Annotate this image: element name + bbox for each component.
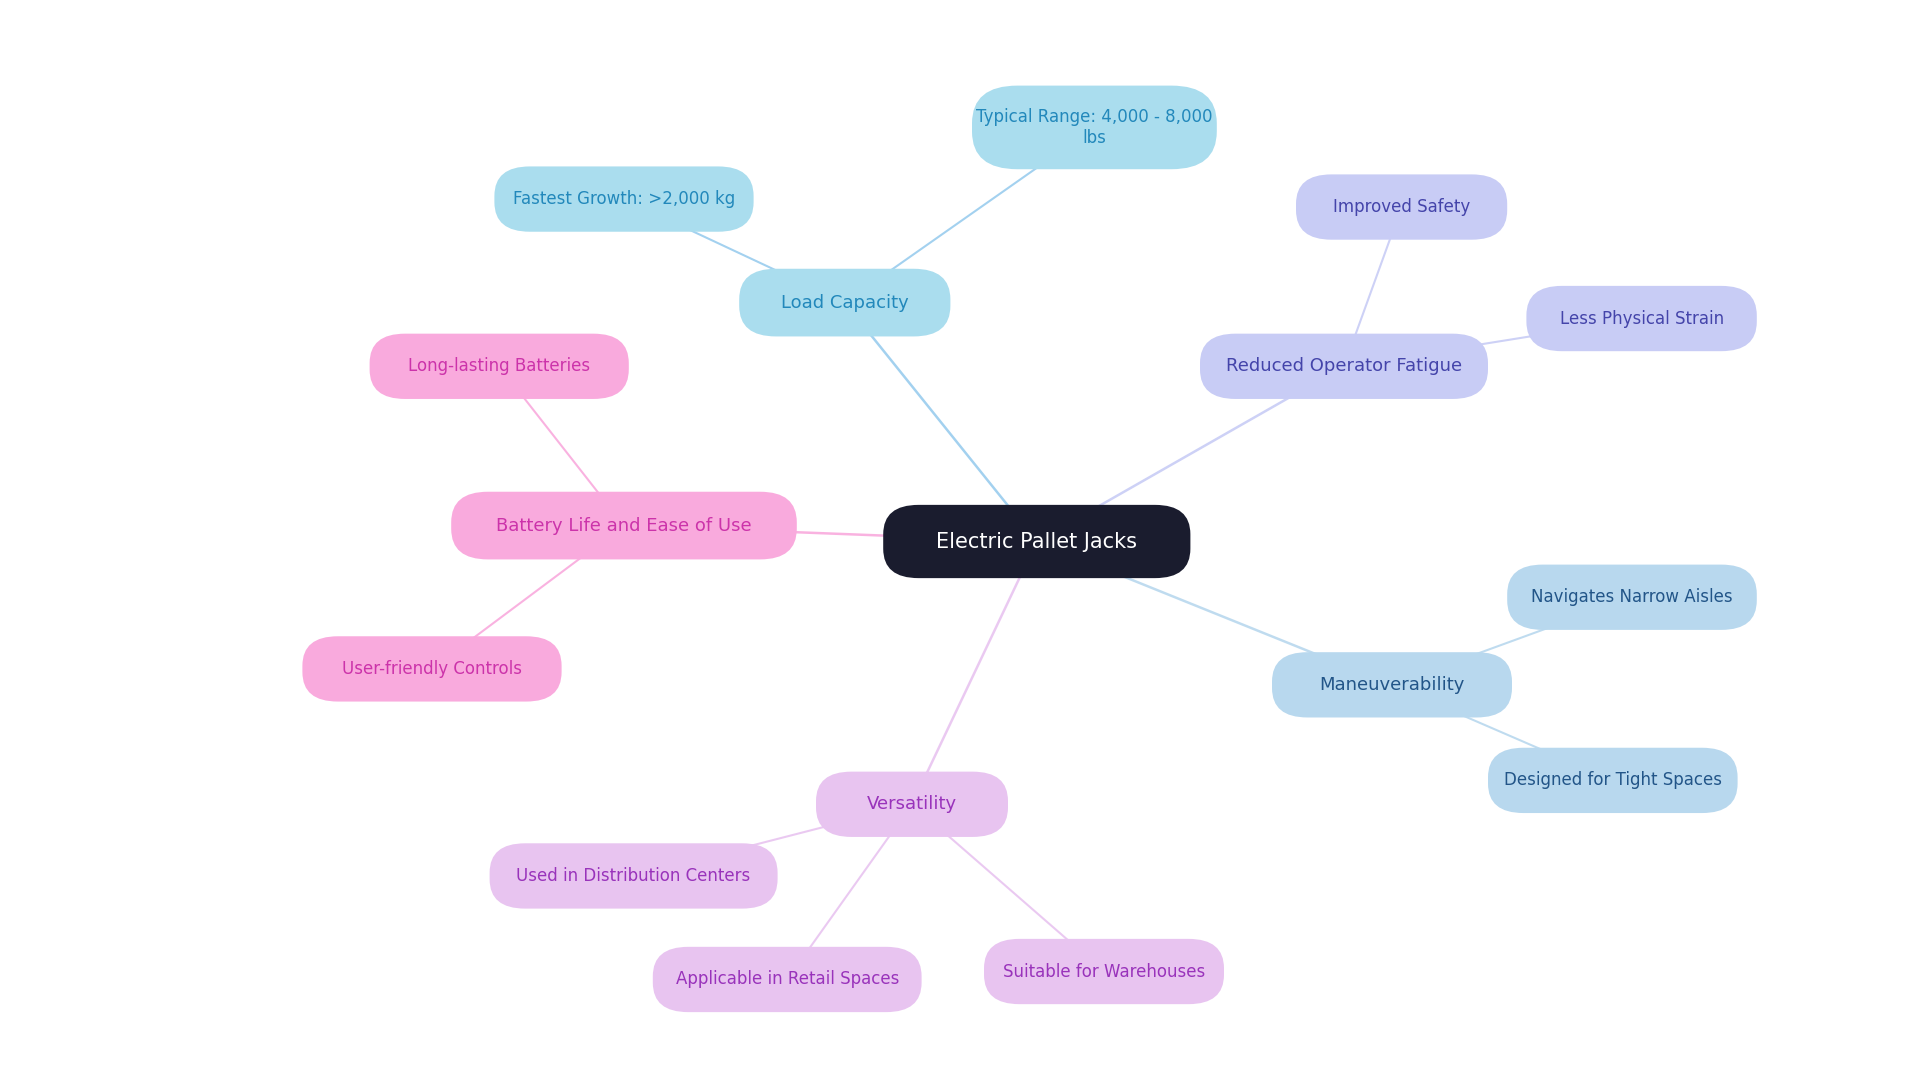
Text: Maneuverability: Maneuverability xyxy=(1319,676,1465,694)
FancyBboxPatch shape xyxy=(1488,747,1738,813)
Text: Applicable in Retail Spaces: Applicable in Retail Spaces xyxy=(676,970,899,989)
FancyBboxPatch shape xyxy=(983,939,1225,1004)
Text: Reduced Operator Fatigue: Reduced Operator Fatigue xyxy=(1227,357,1461,376)
Text: User-friendly Controls: User-friendly Controls xyxy=(342,660,522,678)
Text: Less Physical Strain: Less Physical Strain xyxy=(1559,310,1724,327)
Text: Fastest Growth: >2,000 kg: Fastest Growth: >2,000 kg xyxy=(513,191,735,208)
Text: Battery Life and Ease of Use: Battery Life and Ease of Use xyxy=(495,517,753,535)
FancyBboxPatch shape xyxy=(1271,652,1513,717)
Text: Navigates Narrow Aisles: Navigates Narrow Aisles xyxy=(1530,588,1734,606)
FancyBboxPatch shape xyxy=(739,269,950,337)
Text: Suitable for Warehouses: Suitable for Warehouses xyxy=(1002,963,1206,980)
FancyBboxPatch shape xyxy=(301,637,561,702)
FancyBboxPatch shape xyxy=(369,334,628,399)
FancyBboxPatch shape xyxy=(1526,286,1757,351)
Text: Electric Pallet Jacks: Electric Pallet Jacks xyxy=(937,532,1137,551)
FancyBboxPatch shape xyxy=(653,947,922,1013)
Text: Load Capacity: Load Capacity xyxy=(781,293,908,312)
Text: Typical Range: 4,000 - 8,000
lbs: Typical Range: 4,000 - 8,000 lbs xyxy=(975,108,1213,147)
FancyBboxPatch shape xyxy=(495,167,753,232)
Text: Designed for Tight Spaces: Designed for Tight Spaces xyxy=(1503,771,1722,790)
Text: Improved Safety: Improved Safety xyxy=(1332,198,1471,216)
FancyBboxPatch shape xyxy=(1200,334,1488,399)
Text: Long-lasting Batteries: Long-lasting Batteries xyxy=(409,357,589,376)
Text: Used in Distribution Centers: Used in Distribution Centers xyxy=(516,867,751,885)
Text: Versatility: Versatility xyxy=(868,795,956,813)
FancyBboxPatch shape xyxy=(451,492,797,560)
FancyBboxPatch shape xyxy=(490,844,778,909)
FancyBboxPatch shape xyxy=(1296,174,1507,239)
FancyBboxPatch shape xyxy=(883,505,1190,578)
FancyBboxPatch shape xyxy=(816,771,1008,837)
FancyBboxPatch shape xyxy=(1507,564,1757,630)
FancyBboxPatch shape xyxy=(972,86,1217,169)
